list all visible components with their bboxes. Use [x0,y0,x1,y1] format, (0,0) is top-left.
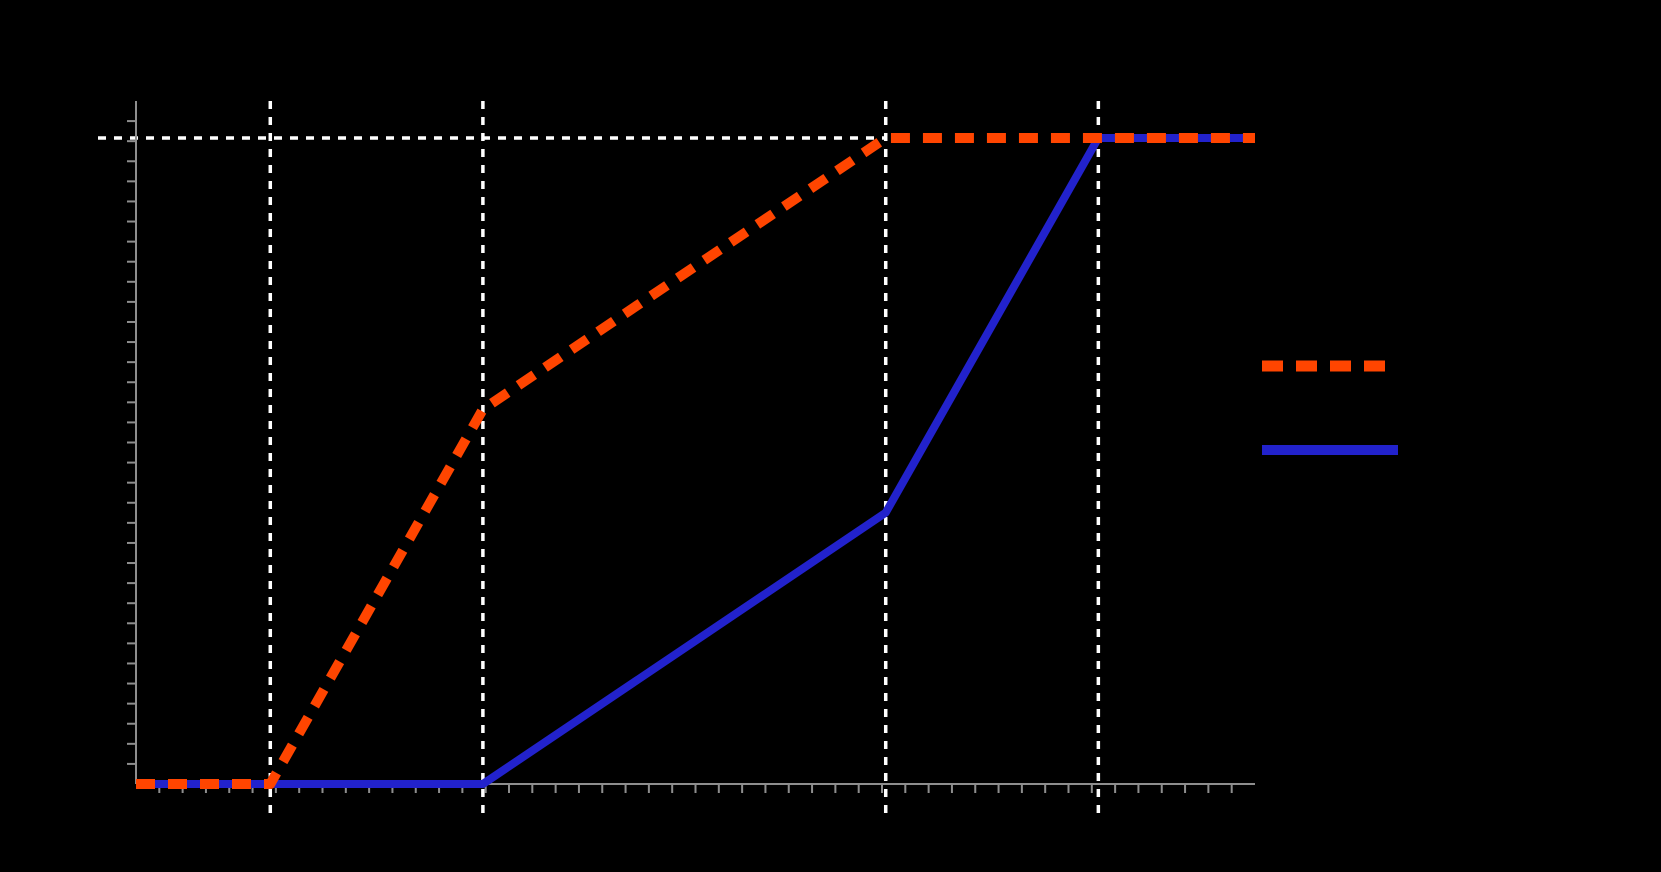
series-line-solid [136,134,1255,788]
axes [135,101,1255,785]
legend [1262,360,1398,455]
series-lines [136,133,1255,789]
reference-lines-vertical [268,101,1101,815]
series-line-dashed [136,133,1255,789]
y-axis-ticks [127,120,136,765]
